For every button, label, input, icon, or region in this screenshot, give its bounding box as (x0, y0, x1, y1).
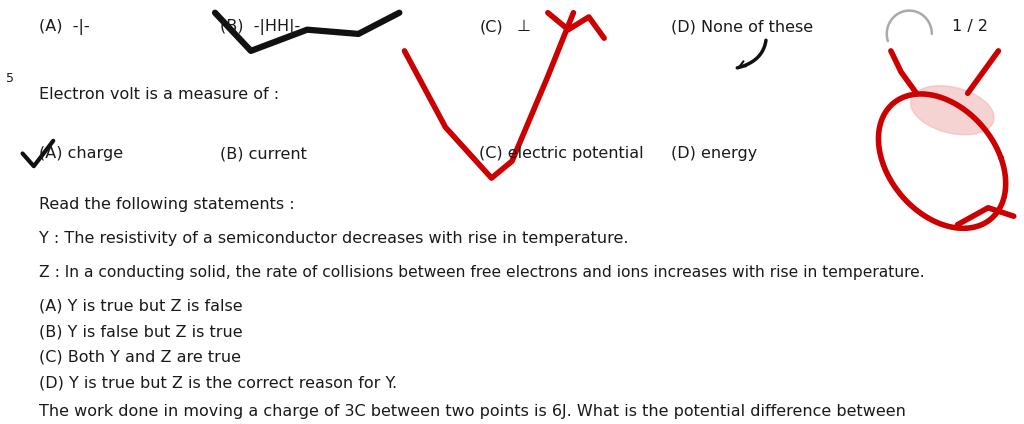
Text: (C) Both Y and Z are true: (C) Both Y and Z are true (39, 350, 241, 365)
Text: (C) electric potential: (C) electric potential (479, 146, 644, 161)
Text: (D) None of these: (D) None of these (671, 19, 813, 34)
Text: Read the following statements :: Read the following statements : (39, 197, 295, 212)
Text: ⊥: ⊥ (517, 19, 531, 34)
Ellipse shape (910, 86, 994, 135)
Text: (A) charge: (A) charge (39, 146, 123, 161)
Text: (B) Y is false but Z is true: (B) Y is false but Z is true (39, 324, 243, 339)
Text: (D) energy: (D) energy (671, 146, 757, 161)
Text: 5: 5 (6, 72, 14, 85)
Text: (B)  -|HH|-: (B) -|HH|- (220, 19, 300, 35)
Text: The work done in moving a charge of 3C between two points is 6J. What is the pot: The work done in moving a charge of 3C b… (39, 404, 906, 418)
Text: (C): (C) (479, 19, 503, 34)
Text: (B) current: (B) current (220, 146, 307, 161)
Text: Electron volt is a measure of :: Electron volt is a measure of : (39, 87, 279, 102)
Text: 1 / 2: 1 / 2 (952, 19, 988, 34)
Text: (D) Y is true but Z is the correct reason for Y.: (D) Y is true but Z is the correct reaso… (39, 375, 397, 390)
Text: Z : In a conducting solid, the rate of collisions between free electrons and ion: Z : In a conducting solid, the rate of c… (39, 265, 925, 280)
Text: Y : The resistivity of a semiconductor decreases with rise in temperature.: Y : The resistivity of a semiconductor d… (39, 231, 629, 246)
Text: (A) Y is true but Z is false: (A) Y is true but Z is false (39, 299, 243, 314)
Text: (A)  -|-: (A) -|- (39, 19, 89, 35)
